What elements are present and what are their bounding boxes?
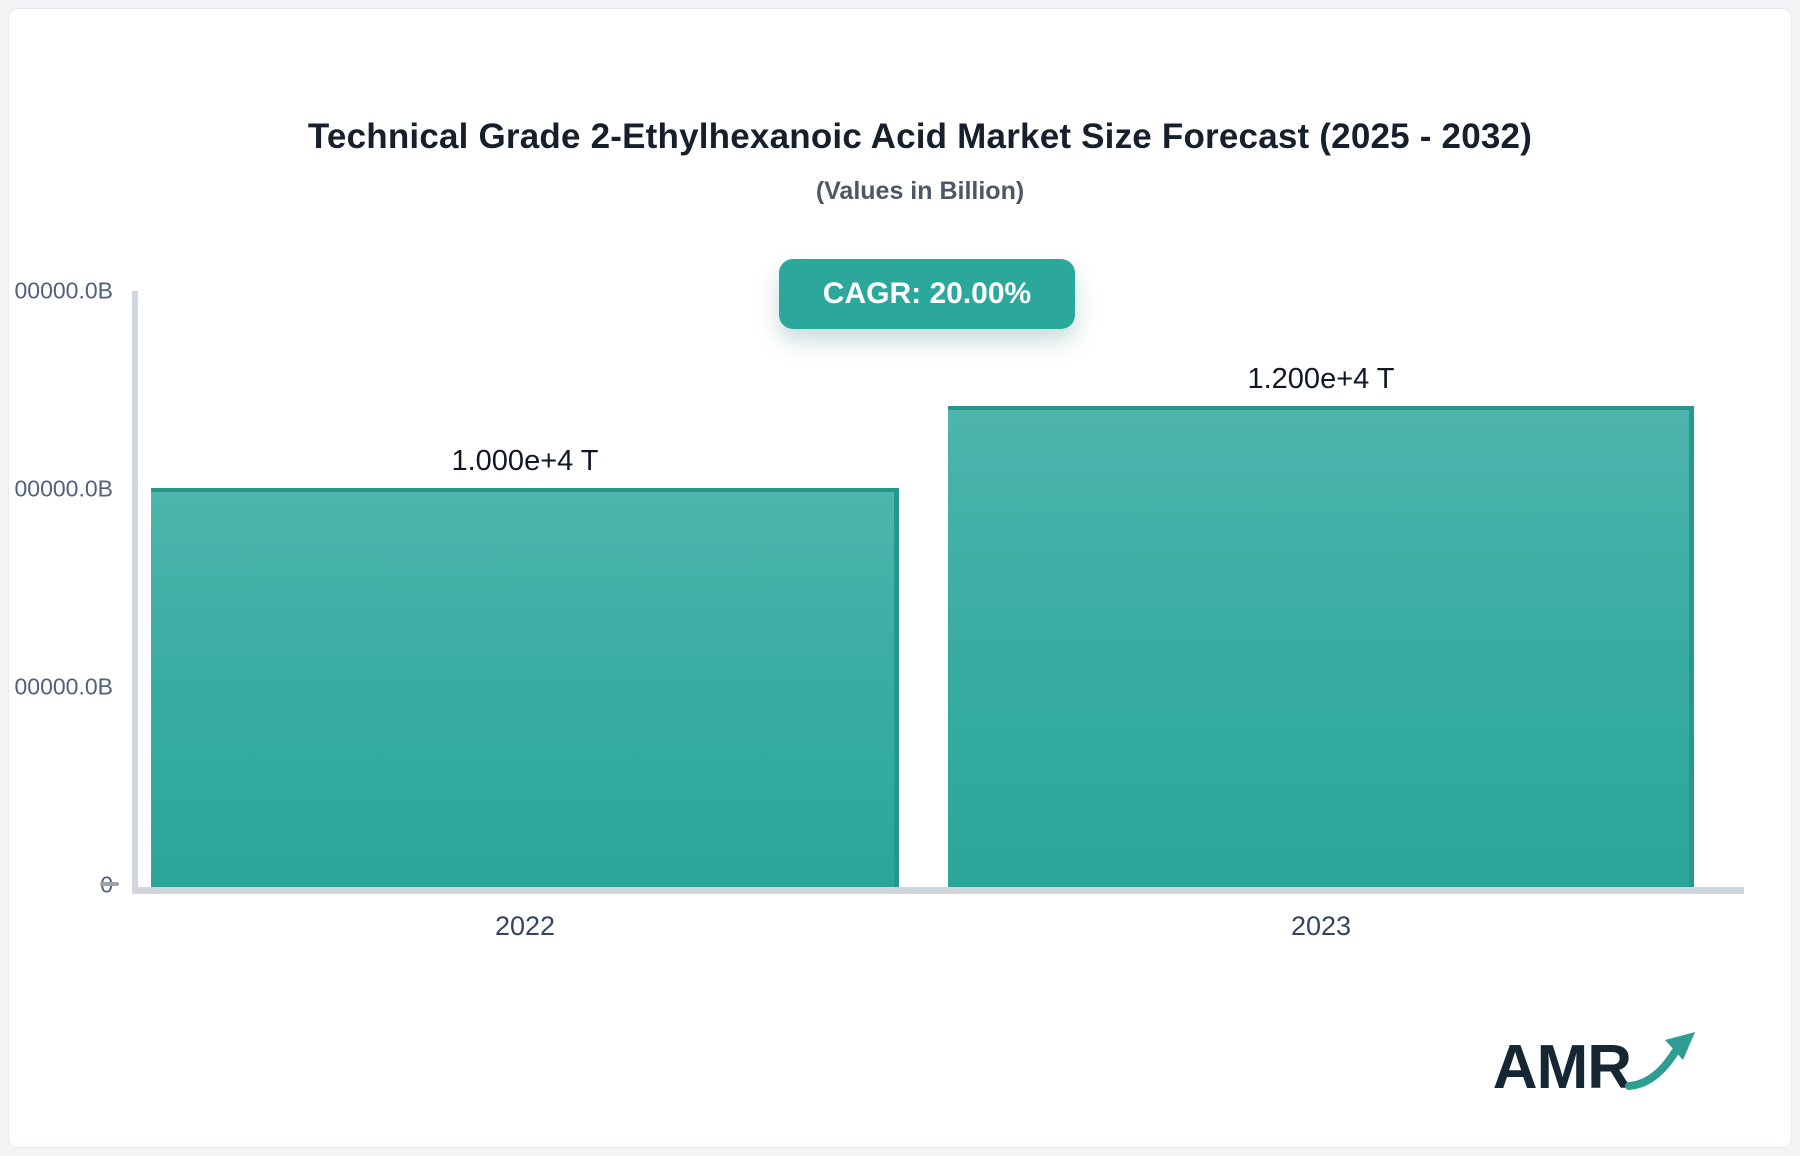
chart-card: Technical Grade 2-Ethylhexanoic Acid Mar… — [8, 8, 1792, 1148]
y-axis-tick-label: 0 — [9, 872, 113, 899]
y-axis-line — [132, 291, 138, 894]
x-axis-line — [132, 887, 1744, 894]
y-axis-zero-tick — [100, 882, 119, 886]
amr-logo: AMR — [1493, 1030, 1699, 1099]
y-axis-tick-label: 00000.0B — [14, 673, 113, 700]
bar-value-label-2023: 1.200e+4 T — [1247, 363, 1395, 395]
bar-value-label-2022: 1.000e+4 T — [451, 445, 599, 477]
cagr-badge: CAGR: 20.00% — [779, 259, 1075, 329]
amr-logo-arrow-icon — [1625, 1030, 1699, 1097]
chart-title: Technical Grade 2-Ethylhexanoic Acid Mar… — [307, 117, 1533, 156]
chart-subtitle: (Values in Billion) — [815, 177, 1025, 205]
y-axis-tick-label: 00000.0B — [14, 475, 113, 502]
bar-2023[interactable] — [948, 406, 1694, 887]
bar-2022[interactable] — [151, 488, 899, 887]
y-axis-tick-label: 00000.0B — [14, 277, 113, 304]
x-axis-category-2022: 2022 — [494, 911, 556, 941]
x-axis-category-2023: 2023 — [1290, 911, 1352, 941]
amr-logo-text: AMR — [1492, 1033, 1632, 1102]
